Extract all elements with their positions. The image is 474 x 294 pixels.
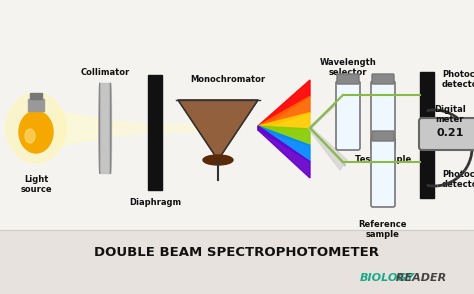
- FancyBboxPatch shape: [372, 131, 394, 141]
- Text: Monochromator: Monochromator: [191, 75, 265, 84]
- Bar: [0, 230, 474, 294]
- FancyBboxPatch shape: [419, 118, 474, 150]
- Polygon shape: [178, 100, 258, 160]
- Bar: [148, 75, 162, 190]
- Bar: [28, 99, 44, 111]
- Text: Test sample: Test sample: [355, 155, 411, 164]
- Text: READER: READER: [392, 273, 446, 283]
- Ellipse shape: [203, 155, 233, 165]
- Polygon shape: [308, 128, 347, 170]
- FancyBboxPatch shape: [336, 81, 360, 150]
- Text: Photocell
detector: Photocell detector: [442, 70, 474, 89]
- Text: Wavelength
selector: Wavelength selector: [319, 58, 376, 77]
- Polygon shape: [258, 126, 310, 178]
- Text: Light
source: Light source: [20, 175, 52, 194]
- FancyBboxPatch shape: [372, 74, 394, 84]
- Text: 0.21: 0.21: [436, 128, 464, 138]
- Polygon shape: [258, 126, 310, 162]
- Ellipse shape: [19, 111, 53, 153]
- Polygon shape: [258, 126, 310, 145]
- Text: Digital
meter: Digital meter: [434, 105, 466, 124]
- FancyBboxPatch shape: [371, 138, 395, 207]
- Text: BIOLOGY: BIOLOGY: [360, 273, 415, 283]
- Text: Reference
sample: Reference sample: [359, 220, 407, 239]
- FancyBboxPatch shape: [371, 81, 395, 150]
- Text: Diaphragm: Diaphragm: [129, 198, 181, 207]
- Text: Photocell
detector: Photocell detector: [442, 170, 474, 189]
- Polygon shape: [308, 90, 347, 128]
- Text: DOUBLE BEAM SPECTROPHOTOMETER: DOUBLE BEAM SPECTROPHOTOMETER: [94, 245, 380, 258]
- Ellipse shape: [25, 129, 35, 143]
- Polygon shape: [258, 80, 310, 130]
- Bar: [30, 93, 42, 99]
- Text: Collimator: Collimator: [81, 68, 129, 77]
- Ellipse shape: [6, 93, 66, 163]
- Polygon shape: [258, 96, 310, 130]
- Bar: [420, 150, 434, 198]
- Polygon shape: [258, 113, 310, 130]
- Bar: [420, 72, 434, 120]
- FancyBboxPatch shape: [337, 74, 359, 84]
